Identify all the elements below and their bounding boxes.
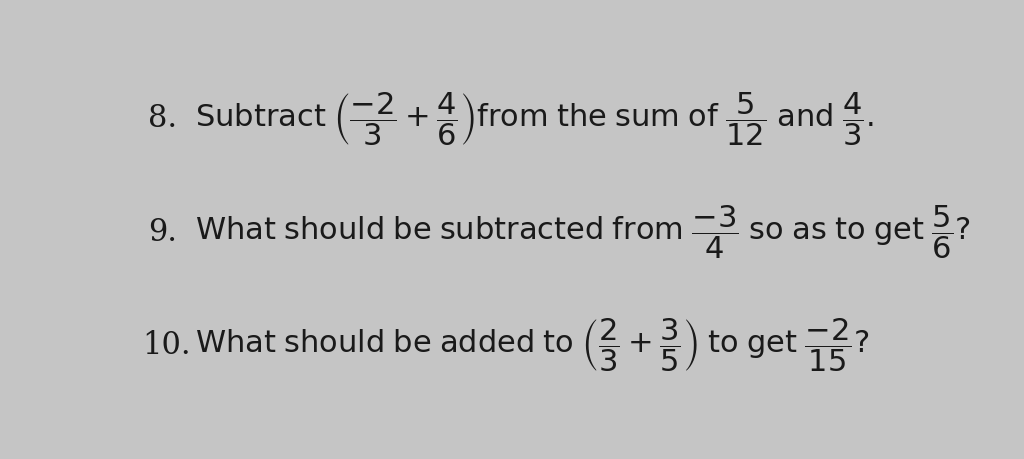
Text: 8.: 8. bbox=[147, 103, 177, 134]
Text: $\mathrm{What\;should\;be\;subtracted\;from}\;\dfrac{-3}{4}\;\mathrm{so\;as\;to\: $\mathrm{What\;should\;be\;subtracted\;f… bbox=[196, 203, 972, 261]
Text: $\mathrm{What\;should\;be\;added\;to}\;\left(\dfrac{2}{3}+\dfrac{3}{5}\right)\;\: $\mathrm{What\;should\;be\;added\;to}\;\… bbox=[196, 316, 870, 374]
Text: 9.: 9. bbox=[147, 216, 177, 247]
Text: 10.: 10. bbox=[142, 330, 190, 360]
Text: $\mathrm{Subtract}\;\left(\dfrac{-2}{3}+\dfrac{4}{6}\right)\mathrm{from\;the\;su: $\mathrm{Subtract}\;\left(\dfrac{-2}{3}+… bbox=[196, 90, 874, 147]
